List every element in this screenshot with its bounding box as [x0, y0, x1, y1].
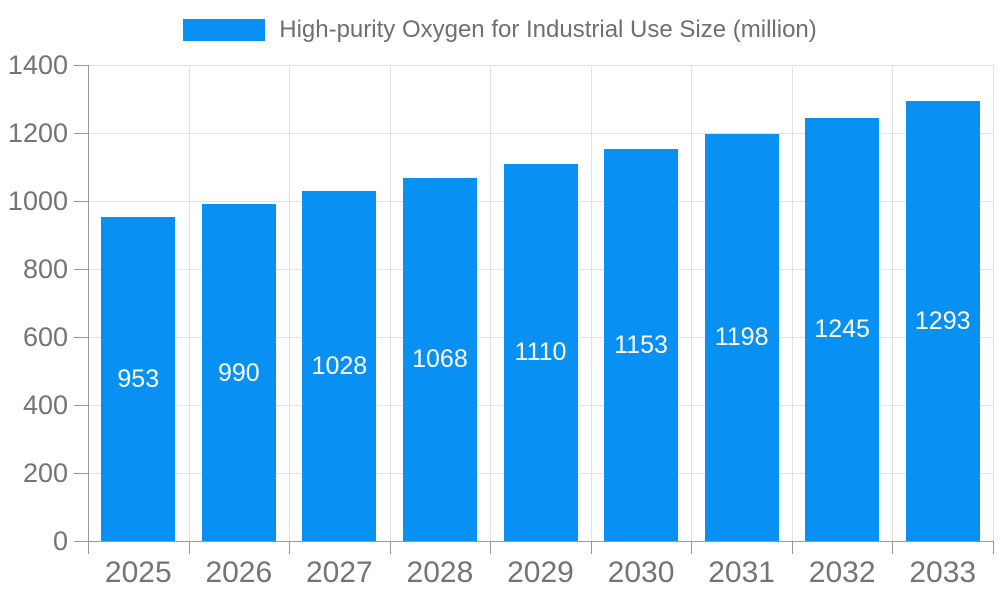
x-axis-tick	[993, 541, 994, 554]
x-axis-tick	[590, 541, 592, 554]
bar[interactable]	[604, 148, 679, 541]
bar[interactable]	[905, 101, 980, 541]
x-axis-tick	[389, 541, 391, 554]
x-axis-tick	[691, 541, 693, 554]
x-tick-label: 2026	[205, 556, 273, 589]
v-gridline	[188, 65, 190, 541]
y-axis-tick	[74, 201, 88, 202]
y-tick-label: 200	[22, 458, 68, 488]
y-tick-label: 600	[22, 322, 68, 352]
y-axis-tick	[74, 473, 88, 474]
y-axis-tick	[74, 269, 88, 270]
y-axis-tick	[74, 337, 88, 338]
bar[interactable]	[402, 177, 477, 541]
x-axis-tick	[892, 541, 894, 554]
x-axis-tick	[188, 541, 190, 554]
v-gridline	[590, 65, 592, 541]
v-gridline	[791, 65, 793, 541]
v-gridline	[490, 65, 492, 541]
x-tick-label: 2030	[607, 556, 675, 589]
x-axis-tick	[289, 541, 291, 554]
v-gridline	[892, 65, 894, 541]
x-tick-label: 2027	[306, 556, 373, 589]
x-tick-label: 2031	[708, 556, 775, 589]
v-gridline	[691, 65, 693, 541]
y-tick-label: 1200	[7, 118, 68, 148]
y-axis-tick	[74, 133, 88, 134]
y-tick-label: 1000	[7, 186, 68, 216]
y-tick-label: 1400	[7, 50, 68, 80]
y-tick-label: 0	[52, 526, 68, 556]
x-axis-tick	[490, 541, 492, 554]
x-tick-label: 2025	[104, 556, 172, 589]
x-tick-label: 2028	[406, 556, 474, 589]
x-tick-label: 2032	[808, 556, 876, 589]
y-axis-tick	[74, 405, 88, 406]
y-axis-line	[88, 65, 89, 554]
legend-label: High-purity Oxygen for Industrial Use Si…	[279, 16, 817, 43]
bar[interactable]	[503, 163, 578, 541]
v-gridline	[993, 65, 994, 541]
x-tick-label: 2033	[909, 556, 977, 589]
bar[interactable]	[302, 191, 377, 541]
x-tick-label: 2029	[507, 556, 574, 589]
legend-swatch-icon	[183, 19, 266, 41]
h-gridline	[88, 133, 993, 134]
bar[interactable]	[101, 216, 176, 541]
y-tick-label: 800	[22, 254, 68, 284]
h-gridline	[88, 65, 993, 66]
y-axis-tick	[74, 65, 88, 66]
y-tick-label: 400	[22, 390, 68, 420]
x-axis-line	[74, 541, 993, 542]
bar[interactable]	[201, 204, 276, 541]
v-gridline	[389, 65, 391, 541]
v-gridline	[289, 65, 291, 541]
legend[interactable]: High-purity Oxygen for Industrial Use Si…	[0, 16, 1000, 44]
bar[interactable]	[704, 133, 779, 541]
x-axis-tick	[791, 541, 793, 554]
bar[interactable]	[805, 117, 880, 541]
